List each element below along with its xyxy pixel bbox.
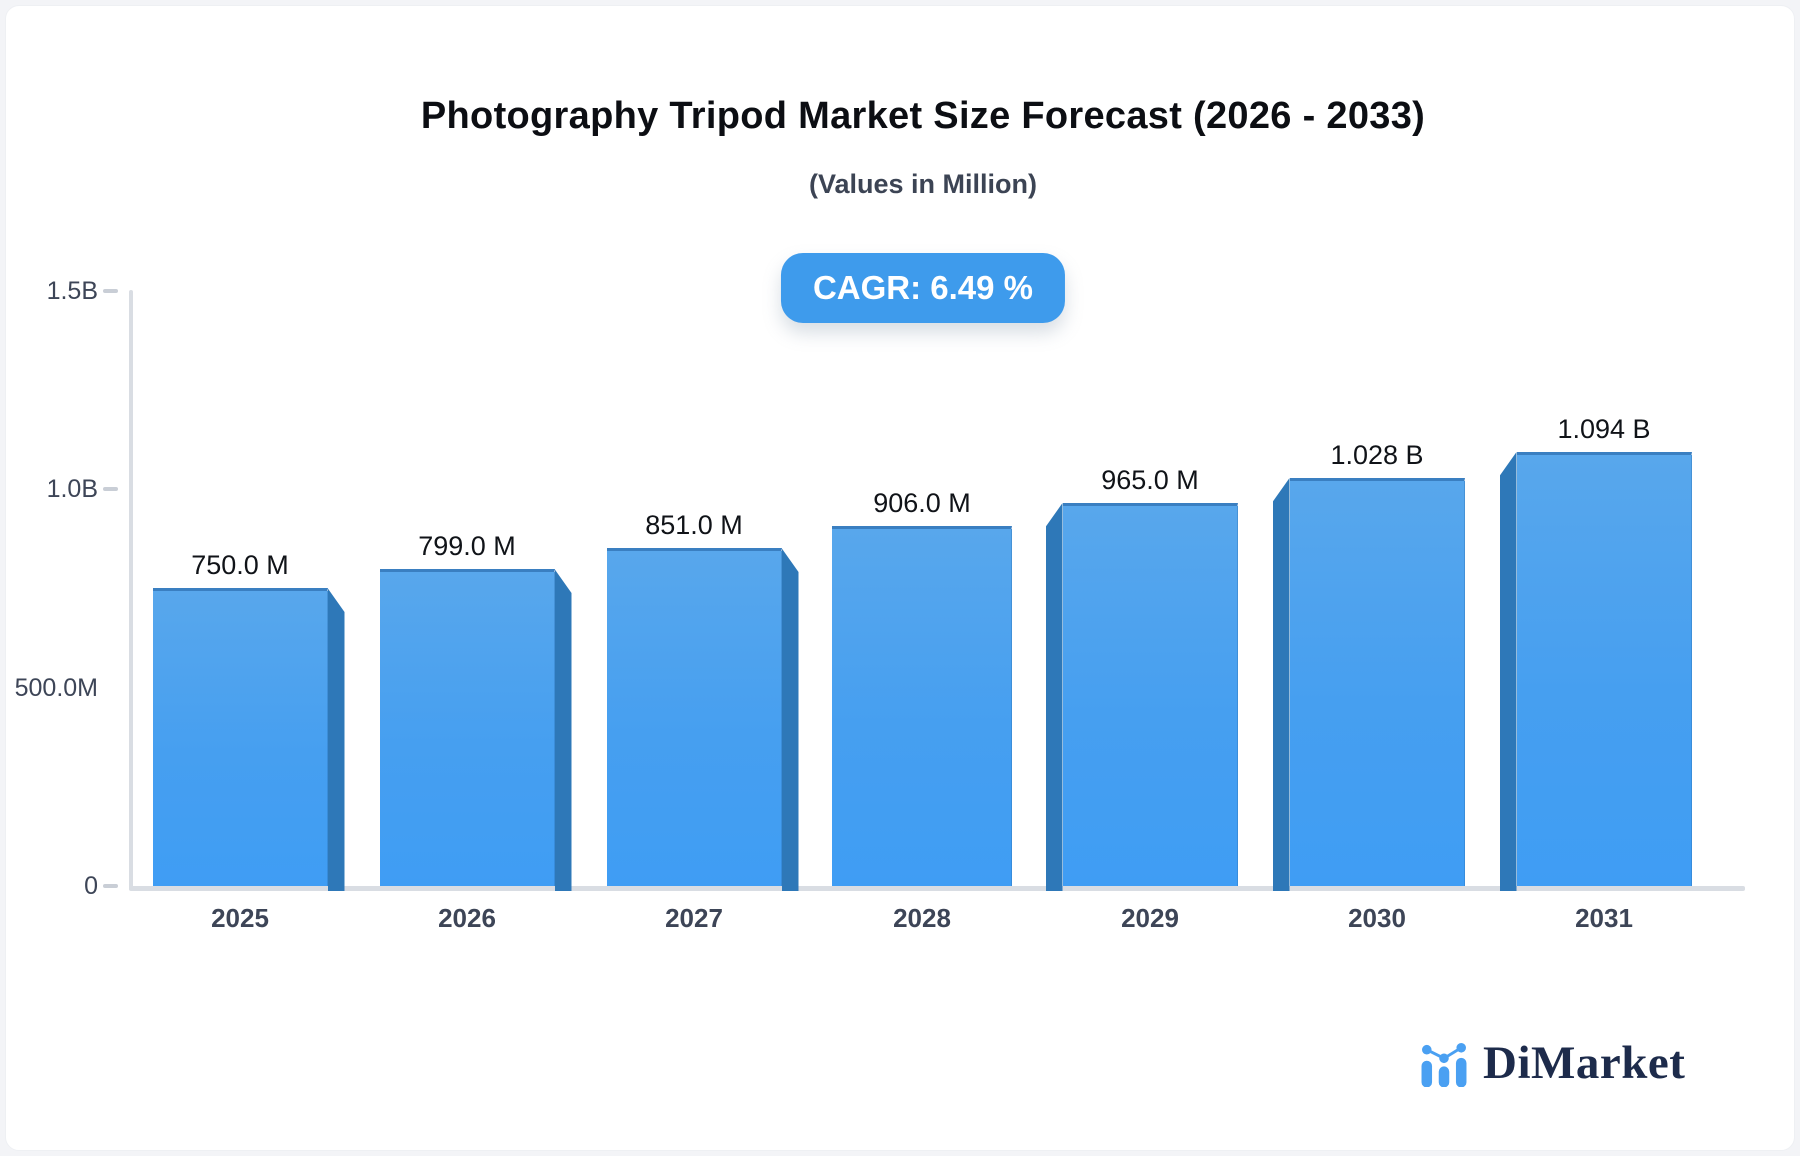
- x-axis-category-label: 2028: [893, 903, 951, 933]
- x-axis-category-label: 2027: [665, 903, 723, 933]
- y-axis-tick-label: 500.0M: [14, 674, 98, 702]
- bar-value-label: 1.028 B: [1330, 440, 1424, 470]
- dimarket-logo: DiMarket: [1420, 1040, 1685, 1087]
- x-axis-category-label: 2029: [1121, 903, 1179, 933]
- x-axis-category-label: 2031: [1575, 903, 1633, 933]
- logo-text: DiMarket: [1483, 1037, 1686, 1089]
- bar-2029[interactable]: [1062, 503, 1238, 886]
- y-axis-tick-dash: [103, 289, 118, 293]
- bar-2025[interactable]: [152, 588, 328, 886]
- x-axis-category-label: 2030: [1348, 903, 1406, 933]
- bar-value-label: 906.0 M: [873, 488, 971, 518]
- bar-value-label: 750.0 M: [191, 550, 289, 580]
- y-axis-tick-dash: [103, 884, 118, 888]
- bar-2030[interactable]: [1289, 478, 1465, 886]
- y-axis-tick-label: 1.0B: [46, 475, 98, 503]
- chart-title: Photography Tripod Market Size Forecast …: [420, 95, 1426, 137]
- cagr-badge: CAGR: 6.49 %: [780, 253, 1066, 323]
- chart-subtitle: (Values in Million): [808, 169, 1038, 199]
- bar-3d-side: [554, 569, 572, 891]
- y-axis-tick-dash: [103, 487, 118, 491]
- bar-2026[interactable]: [379, 569, 555, 886]
- bar-3d-side: [327, 588, 345, 891]
- x-axis-category-label: 2025: [211, 903, 269, 933]
- x-axis-category-label: 2026: [438, 903, 496, 933]
- bar-value-label: 851.0 M: [645, 510, 743, 540]
- y-axis-line: [129, 290, 133, 890]
- bar-value-label: 799.0 M: [418, 531, 516, 561]
- y-axis-tick-label: 0: [84, 872, 98, 900]
- bar-value-label: 1.094 B: [1557, 414, 1651, 444]
- bar-2031[interactable]: [1516, 452, 1692, 886]
- bar-2027[interactable]: [606, 548, 782, 886]
- bar-value-label: 965.0 M: [1101, 465, 1199, 495]
- mini-bar-line-chart-icon: [1420, 1043, 1468, 1087]
- bar-2028[interactable]: [832, 526, 1012, 886]
- bar-3d-side: [1499, 452, 1517, 891]
- bar-3d-side: [781, 548, 799, 891]
- y-axis-tick-label: 1.5B: [46, 277, 98, 305]
- x-axis-baseline: [129, 886, 1745, 891]
- bar-3d-side: [1272, 478, 1290, 891]
- bar-3d-side: [1045, 503, 1063, 891]
